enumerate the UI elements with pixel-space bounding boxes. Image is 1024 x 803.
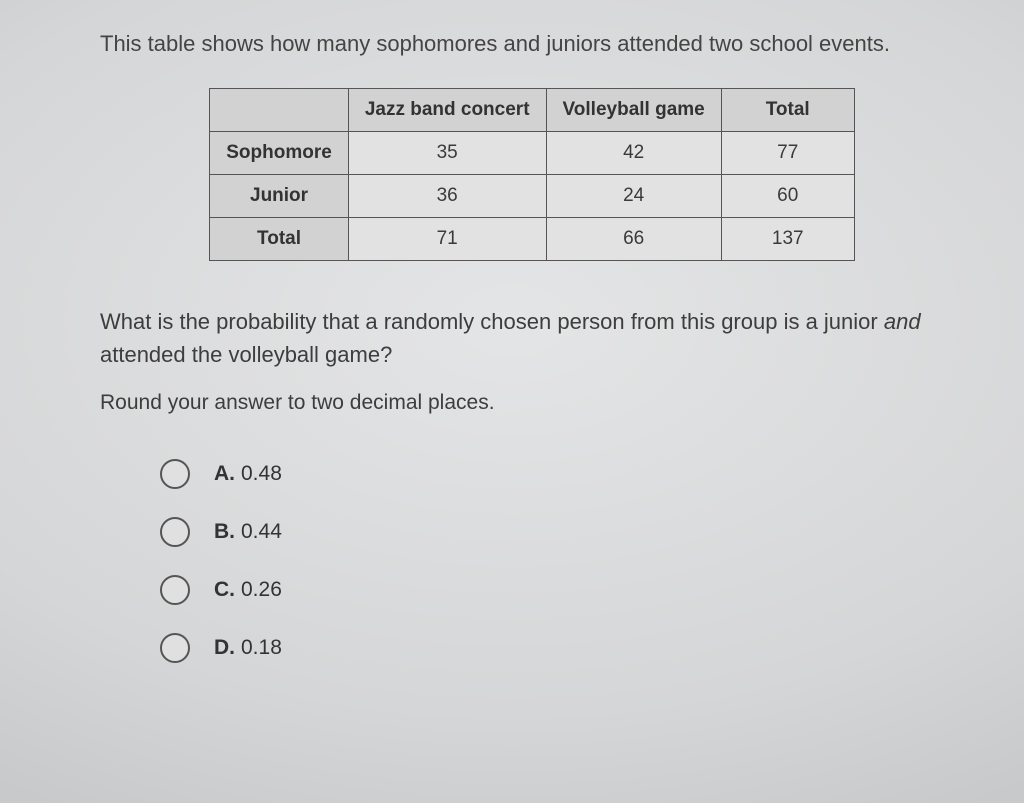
table-cell: 35	[348, 131, 546, 174]
radio-icon[interactable]	[160, 575, 190, 605]
option-a[interactable]: A. 0.48	[160, 459, 964, 489]
row-label: Sophomore	[210, 131, 349, 174]
question-emph: and	[884, 309, 921, 334]
col-header-total: Total	[721, 88, 854, 131]
radio-icon[interactable]	[160, 517, 190, 547]
data-table-wrap: Jazz band concert Volleyball game Total …	[100, 88, 964, 261]
option-d[interactable]: D. 0.18	[160, 633, 964, 663]
row-label: Junior	[210, 174, 349, 217]
table-cell: 42	[546, 131, 721, 174]
col-header-jazz: Jazz band concert	[348, 88, 546, 131]
radio-icon[interactable]	[160, 459, 190, 489]
option-value: 0.26	[241, 578, 282, 602]
option-letter: A.	[214, 462, 235, 486]
row-label: Total	[210, 217, 349, 260]
option-letter: C.	[214, 578, 235, 602]
table-cell: 36	[348, 174, 546, 217]
option-letter: D.	[214, 636, 235, 660]
option-value: 0.48	[241, 462, 282, 486]
question-page: This table shows how many sophomores and…	[0, 0, 1024, 803]
table-row: Junior 36 24 60	[210, 174, 854, 217]
table-cell: 71	[348, 217, 546, 260]
table-cell: 77	[721, 131, 854, 174]
table-row: Total 71 66 137	[210, 217, 854, 260]
option-b[interactable]: B. 0.44	[160, 517, 964, 547]
option-value: 0.18	[241, 636, 282, 660]
answer-options: A. 0.48 B. 0.44 C. 0.26 D. 0.18	[100, 459, 964, 663]
col-header-volley: Volleyball game	[546, 88, 721, 131]
option-c[interactable]: C. 0.26	[160, 575, 964, 605]
instruction-text: Round your answer to two decimal places.	[100, 391, 964, 415]
table-cell: 24	[546, 174, 721, 217]
table-cell: 60	[721, 174, 854, 217]
option-value: 0.44	[241, 520, 282, 544]
table-cell: 137	[721, 217, 854, 260]
option-letter: B.	[214, 520, 235, 544]
question-pre: What is the probability that a randomly …	[100, 309, 884, 334]
radio-icon[interactable]	[160, 633, 190, 663]
data-table: Jazz band concert Volleyball game Total …	[209, 88, 854, 261]
intro-text: This table shows how many sophomores and…	[100, 28, 964, 60]
question-text: What is the probability that a randomly …	[100, 305, 964, 371]
col-header-blank	[210, 88, 349, 131]
question-post: attended the volleyball game?	[100, 342, 392, 367]
table-header-row: Jazz band concert Volleyball game Total	[210, 88, 854, 131]
table-cell: 66	[546, 217, 721, 260]
table-row: Sophomore 35 42 77	[210, 131, 854, 174]
